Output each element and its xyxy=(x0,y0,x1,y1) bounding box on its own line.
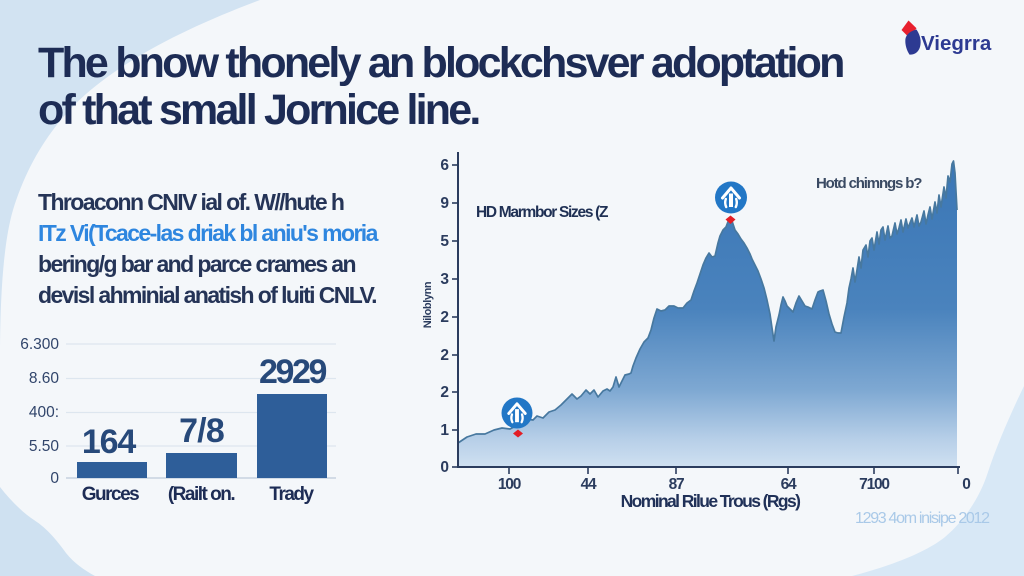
svg-text:0: 0 xyxy=(440,459,449,476)
svg-text:100: 100 xyxy=(498,476,521,493)
svg-text:64: 64 xyxy=(781,476,797,493)
svg-text:2: 2 xyxy=(440,309,449,326)
svg-text:0: 0 xyxy=(962,476,970,493)
svg-text:5: 5 xyxy=(440,233,449,250)
svg-text:7100: 7100 xyxy=(859,476,889,493)
svg-text:2: 2 xyxy=(440,384,449,401)
svg-text:Niloblynn: Niloblynn xyxy=(422,281,434,328)
svg-text:1: 1 xyxy=(440,422,449,439)
svg-text:6: 6 xyxy=(440,157,449,174)
svg-text:3: 3 xyxy=(440,271,449,288)
svg-text:2: 2 xyxy=(440,347,449,364)
svg-text:9: 9 xyxy=(440,195,449,212)
svg-text:44: 44 xyxy=(581,476,597,493)
svg-text:87: 87 xyxy=(669,476,684,493)
